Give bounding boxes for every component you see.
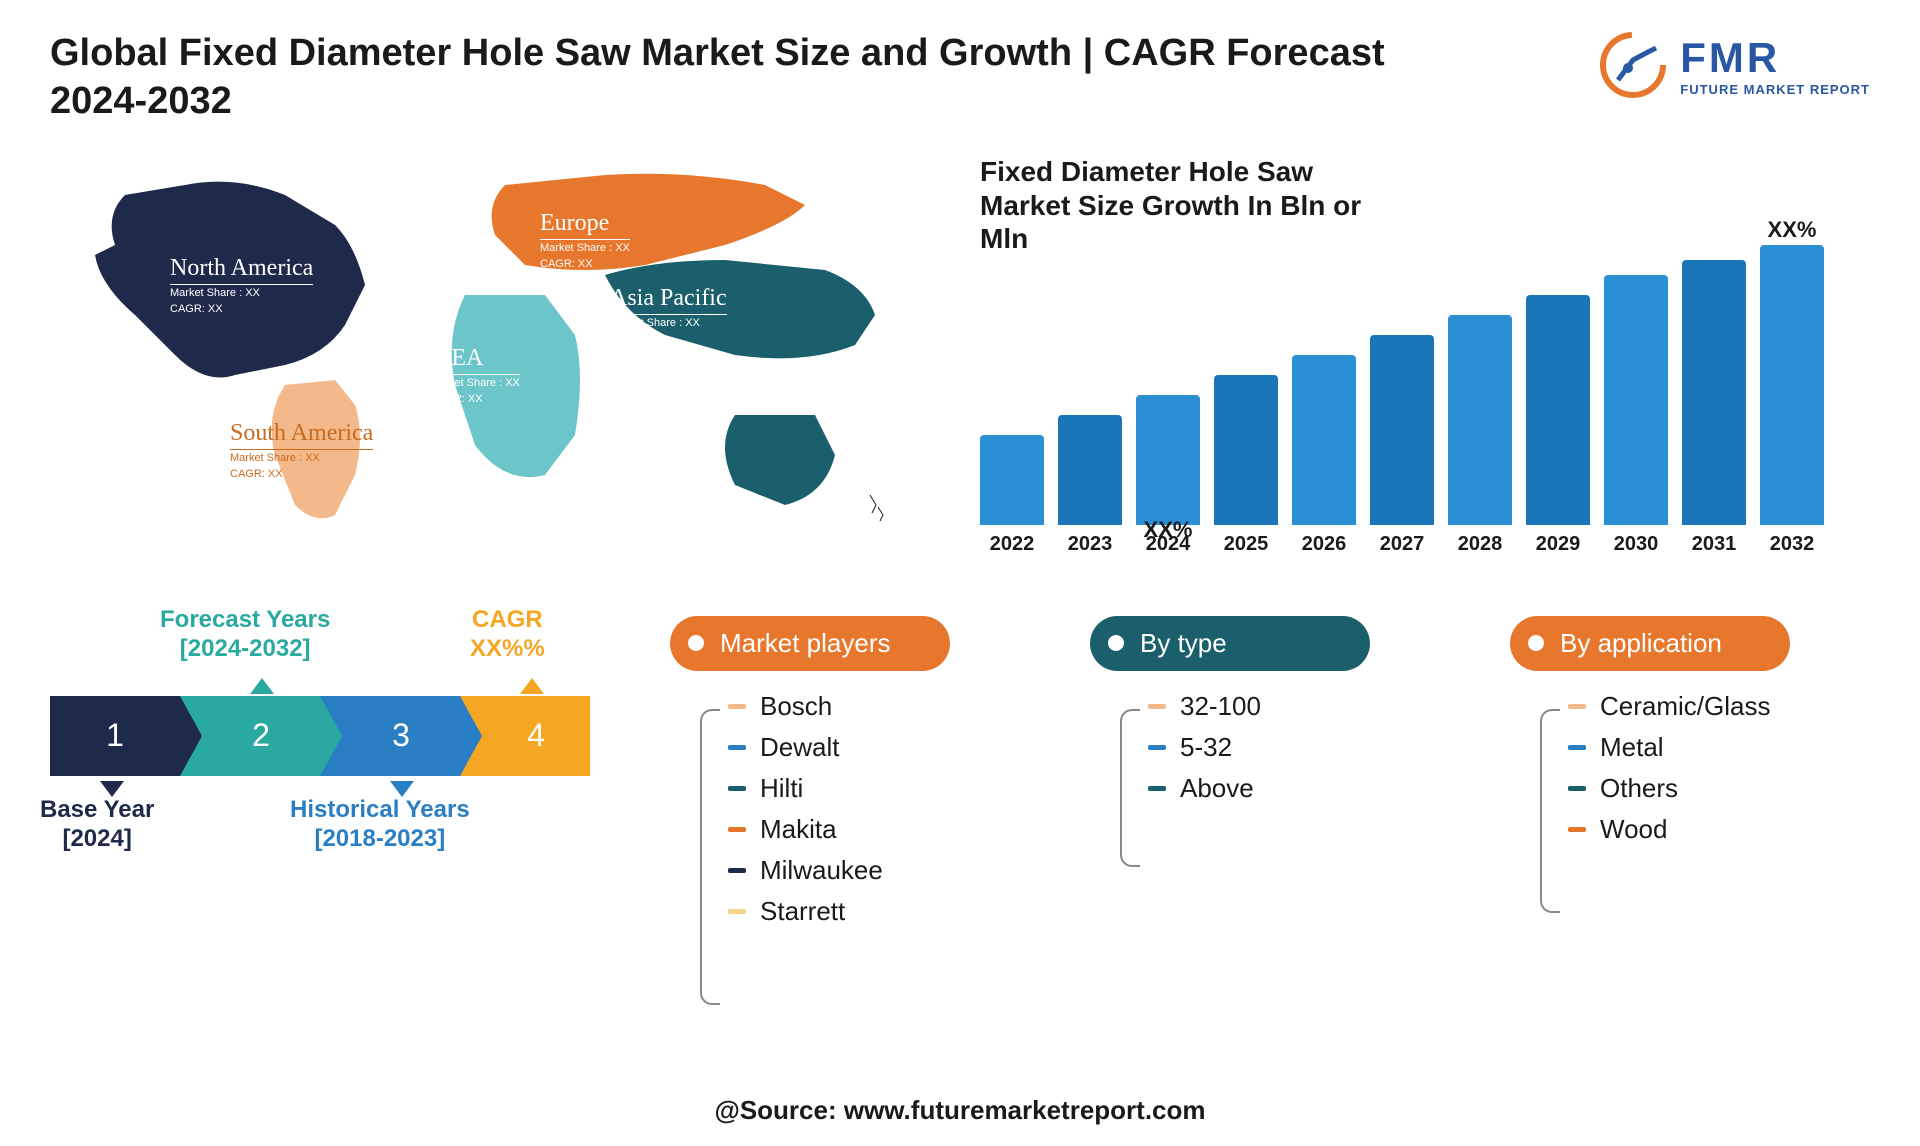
region-label-mea: MEAMarket Share : XXCAGR: XX bbox=[430, 345, 520, 405]
bar-2029: 2029 bbox=[1526, 295, 1590, 556]
column-by-type: By type 32-100 5-32 Above bbox=[1090, 616, 1450, 937]
list-item: Starrett bbox=[728, 896, 1030, 927]
source-text: @Source: www.futuremarketreport.com bbox=[714, 1095, 1205, 1126]
list-item: Dewalt bbox=[728, 732, 1030, 763]
timeline-arrow-base bbox=[100, 781, 124, 797]
bar-chart: Fixed Diameter Hole Saw Market Size Grow… bbox=[980, 155, 1870, 556]
region-label-asia-pacific: Asia PacificMarket Share : XXCAGR: XX bbox=[610, 285, 727, 345]
pill-dot-icon bbox=[1528, 635, 1544, 651]
list-item: 32-100 bbox=[1148, 691, 1450, 722]
region-label-north-america: North AmericaMarket Share : XXCAGR: XX bbox=[170, 255, 313, 315]
list-item: Makita bbox=[728, 814, 1030, 845]
list-item: Metal bbox=[1568, 732, 1870, 763]
column-market-players: Market players Bosch Dewalt Hilti Makita Mil… bbox=[670, 616, 1030, 937]
region-label-europe: EuropeMarket Share : XXCAGR: XX bbox=[540, 210, 630, 270]
timeline-arrow-forecast bbox=[250, 678, 274, 694]
bar-group: 20222023XX%20242025202620272028202920302… bbox=[980, 276, 1870, 556]
list-item: Bosch bbox=[728, 691, 1030, 722]
timeline-label-forecast: Forecast Years[2024-2032] bbox=[160, 606, 330, 664]
list-columns: Market players Bosch Dewalt Hilti Makita Mil… bbox=[670, 616, 1870, 937]
bar-2025: 2025 bbox=[1214, 375, 1278, 556]
timeline-label-base: Base Year[2024] bbox=[40, 796, 154, 854]
column-by-application: By application Ceramic/Glass Metal Others W… bbox=[1510, 616, 1870, 937]
logo-text-sub: FUTURE MARKET REPORT bbox=[1680, 82, 1870, 97]
bar-2023: 2023 bbox=[1058, 415, 1122, 556]
timeline-arrow-historical bbox=[390, 781, 414, 797]
bar-2030: 2030 bbox=[1604, 275, 1668, 556]
logo-text-main: FMR bbox=[1680, 34, 1870, 82]
list-item: 5-32 bbox=[1148, 732, 1450, 763]
pill-header: By application bbox=[1510, 616, 1790, 671]
timeline-seg-1: 1 bbox=[50, 696, 180, 776]
bar-2024: XX%2024 bbox=[1136, 395, 1200, 556]
list-item: Others bbox=[1568, 773, 1870, 804]
list-item: Milwaukee bbox=[728, 855, 1030, 886]
pill-header: Market players bbox=[670, 616, 950, 671]
page-title: Global Fixed Diameter Hole Saw Market Si… bbox=[50, 30, 1450, 125]
timeline-arrow-cagr bbox=[520, 678, 544, 694]
chart-title: Fixed Diameter Hole Saw Market Size Grow… bbox=[980, 155, 1380, 256]
region-label-south-america: South AmericaMarket Share : XXCAGR: XX bbox=[230, 420, 373, 480]
bar-2022: 2022 bbox=[980, 435, 1044, 556]
timeline-label-cagr: CAGRXX%% bbox=[470, 606, 545, 664]
bar-2031: 2031 bbox=[1682, 260, 1746, 556]
bar-2026: 2026 bbox=[1292, 355, 1356, 556]
list-item: Hilti bbox=[728, 773, 1030, 804]
bar-2032: XX%2032 bbox=[1760, 245, 1824, 556]
bar-2028: 2028 bbox=[1448, 315, 1512, 556]
list-item: Ceramic/Glass bbox=[1568, 691, 1870, 722]
header: Global Fixed Diameter Hole Saw Market Si… bbox=[50, 30, 1870, 125]
bottom-row: 1234 Base Year[2024]Forecast Years[2024-… bbox=[50, 616, 1870, 937]
timeline-label-historical: Historical Years[2018-2023] bbox=[290, 796, 470, 854]
timeline: 1234 Base Year[2024]Forecast Years[2024-… bbox=[50, 616, 610, 776]
top-row: North AmericaMarket Share : XXCAGR: XX So… bbox=[50, 155, 1870, 556]
world-map: North AmericaMarket Share : XXCAGR: XX So… bbox=[50, 155, 940, 535]
list-item: Wood bbox=[1568, 814, 1870, 845]
logo-icon bbox=[1598, 30, 1668, 100]
list-item: Above bbox=[1148, 773, 1450, 804]
pill-dot-icon bbox=[688, 635, 704, 651]
logo: FMR FUTURE MARKET REPORT bbox=[1598, 30, 1870, 100]
pill-dot-icon bbox=[1108, 635, 1124, 651]
pill-header: By type bbox=[1090, 616, 1370, 671]
bar-2027: 2027 bbox=[1370, 335, 1434, 556]
